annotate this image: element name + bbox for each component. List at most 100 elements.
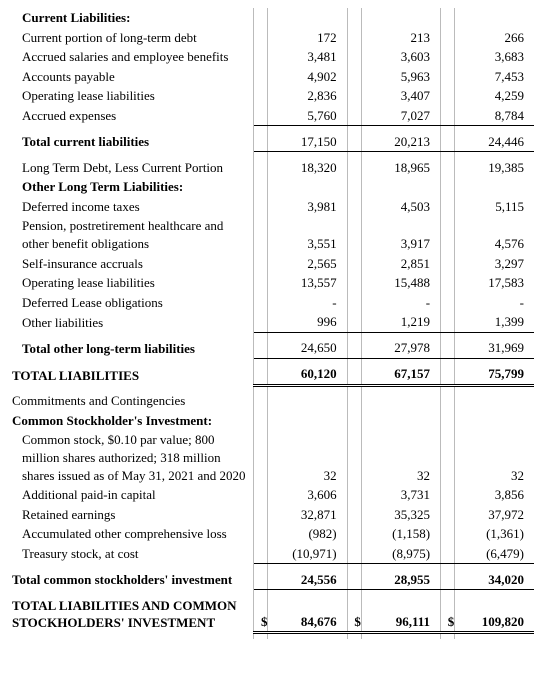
cell: (982): [268, 524, 347, 544]
row-label: Total current liabilities: [8, 132, 254, 152]
grand-total-row: TOTAL LIABILITIES AND COMMON STOCKHOLDER…: [8, 596, 534, 633]
cell: (8,975): [361, 544, 440, 564]
cell: 2,851: [361, 254, 440, 274]
cell: 18,320: [268, 158, 347, 178]
row-label: Accounts payable: [8, 67, 254, 87]
heading-text: Current Liabilities:: [8, 8, 254, 28]
subtotal-row: Total other long-term liabilities 24,650…: [8, 338, 534, 358]
table-row: Long Term Debt, Less Current Portion 18,…: [8, 158, 534, 178]
cell: 2,836: [268, 86, 347, 106]
cell: 1,219: [361, 312, 440, 332]
cell: 32,871: [268, 505, 347, 525]
row-label: Other liabilities: [8, 312, 254, 332]
cell: 35,325: [361, 505, 440, 525]
cell: 5,963: [361, 67, 440, 87]
row-label: TOTAL LIABILITIES AND COMMON STOCKHOLDER…: [8, 596, 254, 633]
row-label: Additional paid-in capital: [8, 485, 254, 505]
table-row: Commitments and Contingencies: [8, 391, 534, 411]
cell: 4,576: [455, 216, 534, 253]
cell: 996: [268, 312, 347, 332]
section-heading: Other Long Term Liabilities:: [8, 177, 534, 197]
cell: 3,731: [361, 485, 440, 505]
cell: 32: [361, 430, 440, 485]
cell: 1,399: [455, 312, 534, 332]
section-heading: Current Liabilities:: [8, 8, 534, 28]
table-row: Retained earnings 32,871 35,325 37,972: [8, 505, 534, 525]
table-row: Treasury stock, at cost (10,971) (8,975)…: [8, 544, 534, 564]
currency-symbol: $: [347, 596, 361, 633]
cell: 4,259: [455, 86, 534, 106]
row-label: Total other long-term liabilities: [8, 338, 254, 358]
cell: 32: [268, 430, 347, 485]
cell: 84,676: [268, 596, 347, 633]
cell: 7,027: [361, 106, 440, 126]
cell: 4,902: [268, 67, 347, 87]
row-label: Operating lease liabilities: [8, 86, 254, 106]
row-label: Accrued expenses: [8, 106, 254, 126]
row-label: Treasury stock, at cost: [8, 544, 254, 564]
cell: 2,565: [268, 254, 347, 274]
cell: 5,115: [455, 197, 534, 217]
table-row: Common stock, $0.10 par value; 800 milli…: [8, 430, 534, 485]
row-label: Self-insurance accruals: [8, 254, 254, 274]
cell: 8,784: [455, 106, 534, 126]
cell: 3,856: [455, 485, 534, 505]
cell: 19,385: [455, 158, 534, 178]
cell: (1,158): [361, 524, 440, 544]
cell: 3,683: [455, 47, 534, 67]
table-row: Current portion of long-term debt 172 21…: [8, 28, 534, 48]
currency-symbol: $: [441, 596, 455, 633]
heading-text: Other Long Term Liabilities:: [8, 177, 254, 197]
row-label: Long Term Debt, Less Current Portion: [8, 158, 254, 178]
row-label: Total common stockholders' investment: [8, 570, 254, 590]
table-row: Deferred income taxes 3,981 4,503 5,115: [8, 197, 534, 217]
table-row: Accrued expenses 5,760 7,027 8,784: [8, 106, 534, 126]
cell: (1,361): [455, 524, 534, 544]
cell: 18,965: [361, 158, 440, 178]
cell: 17,583: [455, 273, 534, 293]
cell: 3,917: [361, 216, 440, 253]
cell: 3,981: [268, 197, 347, 217]
cell: 27,978: [361, 338, 440, 358]
cell: 28,955: [361, 570, 440, 590]
section-heading: Common Stockholder's Investment:: [8, 411, 534, 431]
cell: 24,446: [455, 132, 534, 152]
cell: 7,453: [455, 67, 534, 87]
currency-symbol: $: [254, 596, 268, 633]
cell: 60,120: [268, 364, 347, 385]
row-label: Operating lease liabilities: [8, 273, 254, 293]
cell: 67,157: [361, 364, 440, 385]
subtotal-row: Total common stockholders' investment 24…: [8, 570, 534, 590]
cell: 213: [361, 28, 440, 48]
table-row: Deferred Lease obligations - - -: [8, 293, 534, 313]
cell: (10,971): [268, 544, 347, 564]
row-label: Accumulated other comprehensive loss: [8, 524, 254, 544]
cell: 32: [455, 430, 534, 485]
row-label: Accrued salaries and employee benefits: [8, 47, 254, 67]
cell: -: [455, 293, 534, 313]
cell: -: [361, 293, 440, 313]
cell: 3,606: [268, 485, 347, 505]
row-label: Current portion of long-term debt: [8, 28, 254, 48]
row-label: Retained earnings: [8, 505, 254, 525]
cell: 34,020: [455, 570, 534, 590]
cell: -: [268, 293, 347, 313]
heading-text: Common Stockholder's Investment:: [8, 411, 254, 431]
cell: 109,820: [455, 596, 534, 633]
row-label: Commitments and Contingencies: [8, 391, 254, 411]
cell: 5,760: [268, 106, 347, 126]
table-row: Accrued salaries and employee benefits 3…: [8, 47, 534, 67]
cell: 96,111: [361, 596, 440, 633]
cell: 75,799: [455, 364, 534, 385]
table-row: Additional paid-in capital 3,606 3,731 3…: [8, 485, 534, 505]
cell: 4,503: [361, 197, 440, 217]
cell: 3,551: [268, 216, 347, 253]
cell: 172: [268, 28, 347, 48]
row-label: TOTAL LIABILITIES: [8, 364, 254, 385]
cell: (6,479): [455, 544, 534, 564]
cell: 13,557: [268, 273, 347, 293]
cell: 3,297: [455, 254, 534, 274]
row-label: Deferred Lease obligations: [8, 293, 254, 313]
cell: 15,488: [361, 273, 440, 293]
table-row: Self-insurance accruals 2,565 2,851 3,29…: [8, 254, 534, 274]
